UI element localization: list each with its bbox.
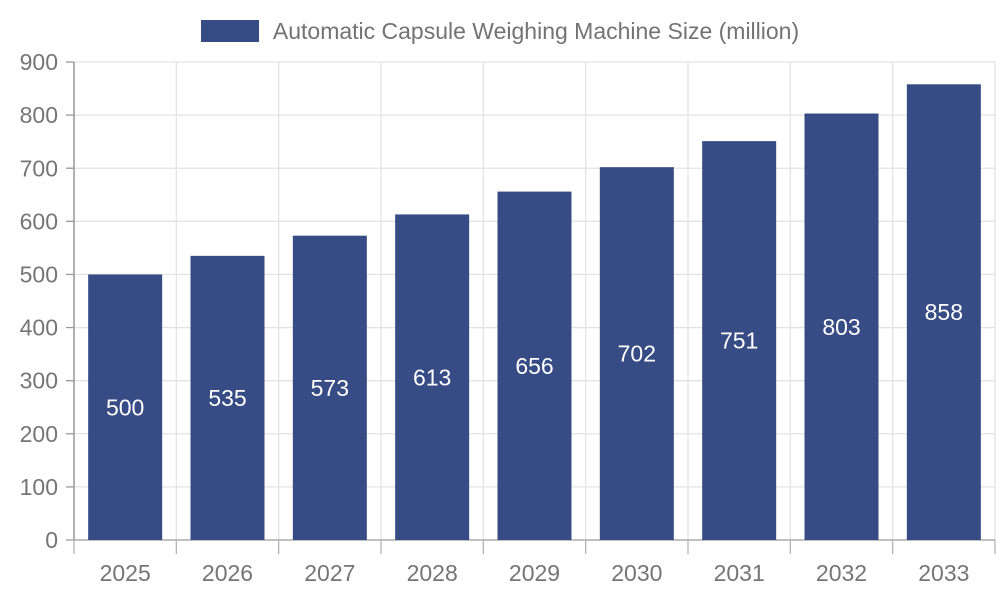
bar-value-label: 702 bbox=[618, 341, 656, 367]
bar-2028[interactable] bbox=[395, 214, 470, 540]
x-tick-label: 2026 bbox=[202, 560, 253, 586]
y-tick-label: 300 bbox=[20, 368, 58, 394]
x-tick-label: 2032 bbox=[816, 560, 867, 586]
y-tick-label: 400 bbox=[20, 315, 58, 341]
bar-2031[interactable] bbox=[702, 141, 777, 540]
y-tick-label: 100 bbox=[20, 474, 58, 500]
bar-2027[interactable] bbox=[292, 235, 367, 540]
bar-2025[interactable] bbox=[88, 274, 163, 540]
bar-2029[interactable] bbox=[497, 191, 572, 540]
x-tick-label: 2033 bbox=[918, 560, 969, 586]
x-tick-label: 2029 bbox=[509, 560, 560, 586]
legend-swatch bbox=[200, 20, 259, 42]
y-tick-label: 900 bbox=[20, 49, 58, 75]
chart-legend[interactable]: Automatic Capsule Weighing Machine Size … bbox=[0, 19, 1000, 43]
bar-value-label: 535 bbox=[208, 385, 246, 411]
bar-value-label: 613 bbox=[413, 364, 451, 390]
y-tick-label: 800 bbox=[20, 102, 58, 128]
y-tick-label: 200 bbox=[20, 421, 58, 447]
y-tick-label: 0 bbox=[45, 527, 58, 553]
bars: 500 2025 535 2026 573 2027 613 2028 656 2029 702 20… bbox=[88, 84, 981, 586]
bar-value-label: 656 bbox=[515, 353, 553, 379]
bar-value-label: 500 bbox=[106, 394, 144, 420]
bar-value-label: 803 bbox=[822, 314, 860, 340]
bar-2026[interactable] bbox=[190, 255, 265, 540]
bar-value-label: 573 bbox=[311, 375, 349, 401]
bar-value-label: 858 bbox=[925, 299, 963, 325]
bar-2032[interactable] bbox=[804, 113, 879, 541]
y-tick-label: 700 bbox=[20, 155, 58, 181]
y-tick-label: 500 bbox=[20, 261, 58, 287]
x-tick-label: 2030 bbox=[611, 560, 662, 586]
x-tick-label: 2031 bbox=[714, 560, 765, 586]
bar-2030[interactable] bbox=[599, 167, 674, 540]
y-tick-label: 600 bbox=[20, 208, 58, 234]
legend-label: Automatic Capsule Weighing Machine Size … bbox=[272, 18, 800, 44]
y-axis-labels: 0 100 200 300 400 500 600 700 800 900 bbox=[20, 49, 58, 553]
bar-value-label: 751 bbox=[720, 328, 758, 354]
x-tick-label: 2027 bbox=[304, 560, 355, 586]
x-tick-label: 2028 bbox=[407, 560, 458, 586]
axis-ticks bbox=[66, 61, 996, 554]
x-tick-label: 2025 bbox=[100, 560, 151, 586]
bar-2033[interactable] bbox=[906, 84, 981, 540]
